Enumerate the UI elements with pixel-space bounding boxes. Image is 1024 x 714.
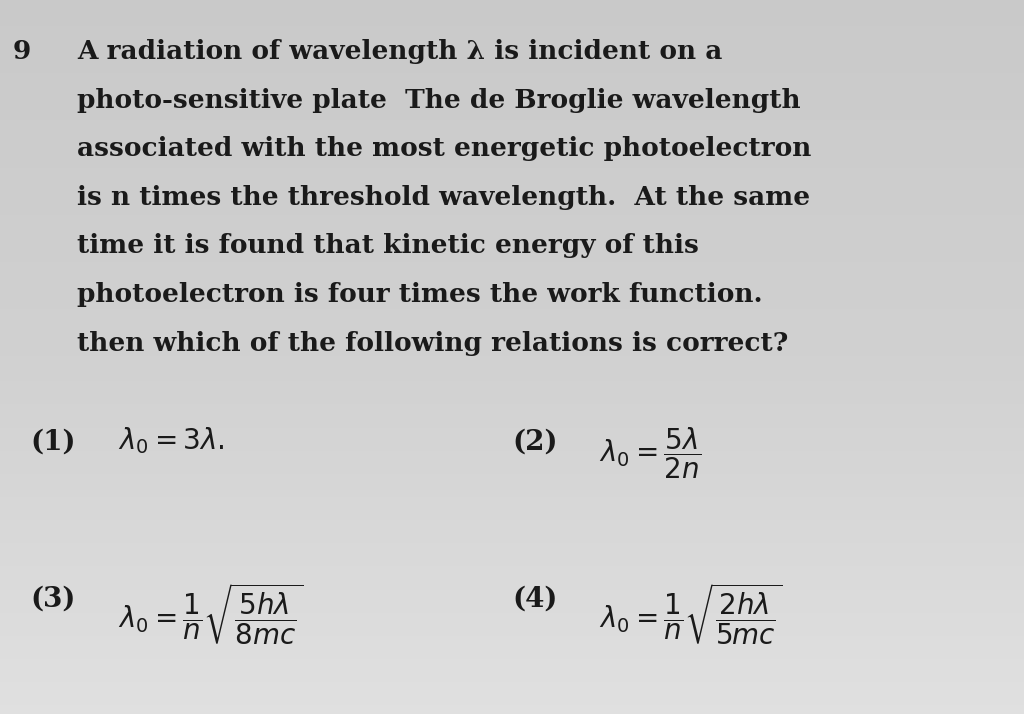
Text: (3): (3) (31, 585, 76, 613)
Text: $\lambda_0 = \dfrac{5\lambda}{2n}$: $\lambda_0 = \dfrac{5\lambda}{2n}$ (599, 425, 701, 481)
Text: photo-sensitive plate  The de Broglie wavelength: photo-sensitive plate The de Broglie wav… (77, 88, 801, 113)
Text: 9: 9 (12, 39, 31, 64)
Text: time it is found that kinetic energy of this: time it is found that kinetic energy of … (77, 233, 698, 258)
Text: is n times the threshold wavelength.  At the same: is n times the threshold wavelength. At … (77, 185, 810, 210)
Text: $\lambda_0 = \dfrac{1}{n}\sqrt{\dfrac{2h\lambda}{5mc}}$: $\lambda_0 = \dfrac{1}{n}\sqrt{\dfrac{2h… (599, 582, 783, 647)
Text: (4): (4) (512, 585, 557, 613)
Text: (2): (2) (512, 428, 557, 456)
Text: photoelectron is four times the work function.: photoelectron is four times the work fun… (77, 282, 763, 307)
Text: associated with the most energetic photoelectron: associated with the most energetic photo… (77, 136, 811, 161)
Text: (1): (1) (31, 428, 76, 456)
Text: $\lambda_0 = \dfrac{1}{n}\sqrt{\dfrac{5h\lambda}{8mc}}$: $\lambda_0 = \dfrac{1}{n}\sqrt{\dfrac{5h… (118, 582, 303, 647)
Text: $\lambda_0 = 3\lambda.$: $\lambda_0 = 3\lambda.$ (118, 425, 224, 456)
Text: A radiation of wavelength λ is incident on a: A radiation of wavelength λ is incident … (77, 39, 722, 64)
Text: then which of the following relations is correct?: then which of the following relations is… (77, 331, 788, 356)
